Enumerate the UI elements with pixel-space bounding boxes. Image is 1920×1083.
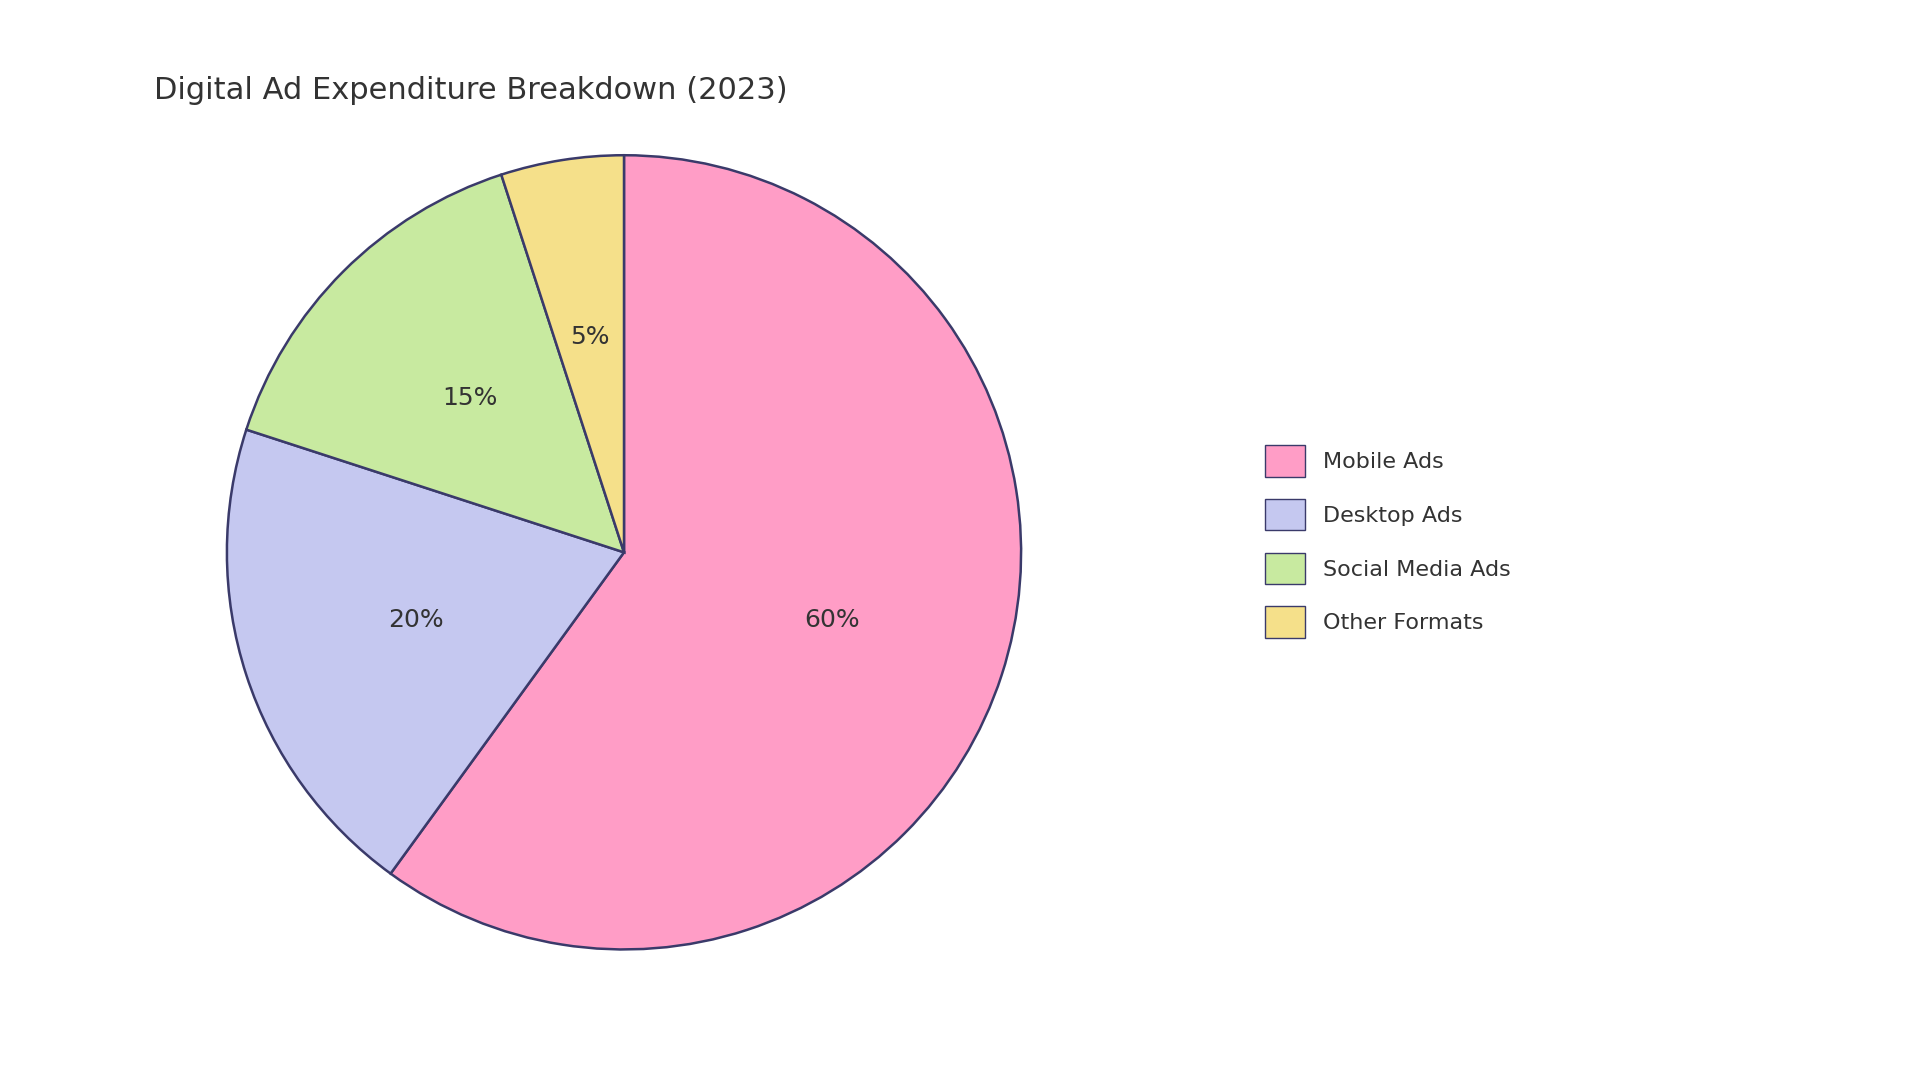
Text: 20%: 20% [388,608,444,631]
Wedge shape [390,155,1021,950]
Text: 5%: 5% [570,325,609,349]
Wedge shape [227,430,624,874]
Text: 60%: 60% [804,608,860,631]
Wedge shape [501,155,624,552]
Wedge shape [246,174,624,552]
Text: Digital Ad Expenditure Breakdown (2023): Digital Ad Expenditure Breakdown (2023) [154,76,787,105]
Text: 15%: 15% [442,386,497,409]
Legend: Mobile Ads, Desktop Ads, Social Media Ads, Other Formats: Mobile Ads, Desktop Ads, Social Media Ad… [1254,434,1523,649]
